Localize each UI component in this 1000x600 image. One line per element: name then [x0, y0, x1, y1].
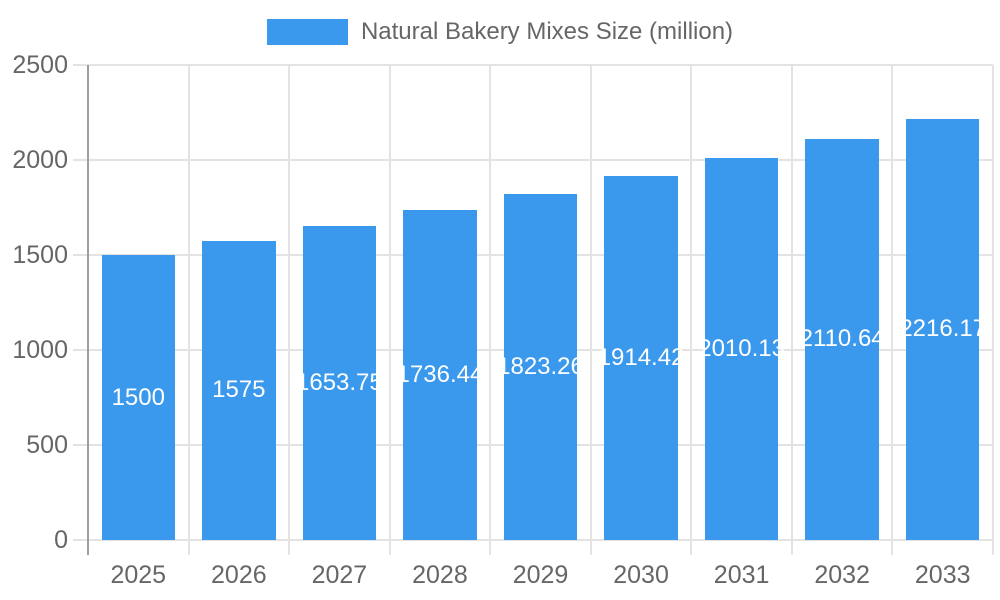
y-axis-tick-label: 2000	[12, 146, 68, 174]
x-axis-tick-label: 2028	[412, 561, 468, 589]
bar-2033[interactable]	[905, 118, 980, 540]
bar-value-label: 1736.44	[396, 361, 484, 389]
bar-value-label: 1914.42	[597, 344, 685, 372]
x-axis-tick-label: 2030	[613, 561, 669, 589]
x-axis-tick-label: 2032	[814, 561, 870, 589]
x-axis-tick-label: 2026	[211, 561, 267, 589]
x-axis-tick-label: 2033	[914, 561, 971, 589]
x-gridline	[288, 65, 291, 555]
bar-2027[interactable]	[302, 225, 377, 540]
y-axis-tick-label: 0	[54, 526, 68, 554]
x-gridline	[187, 65, 190, 555]
bar-2032[interactable]	[805, 138, 879, 540]
x-axis-tick-label: 2025	[110, 561, 167, 589]
x-gridline	[891, 65, 894, 555]
bar-value-label: 2010.13	[698, 335, 785, 363]
bar-2030[interactable]	[604, 176, 678, 540]
y-gridline	[73, 64, 993, 66]
bar-value-label: 1653.75	[295, 368, 383, 396]
y-gridline	[73, 159, 993, 161]
bar-2031[interactable]	[704, 158, 779, 540]
x-axis-tick-label: 2031	[713, 561, 770, 589]
bar-value-label: 1823.26	[497, 352, 584, 380]
legend-label: Natural Bakery Mixes Size (million)	[360, 18, 734, 45]
legend[interactable]: Natural Bakery Mixes Size (million)	[0, 18, 1000, 46]
bar-value-label: 1500	[111, 383, 165, 411]
y-axis-line	[87, 65, 89, 555]
y-axis-tick-label: 1000	[12, 336, 68, 364]
y-axis-tick-label: 2500	[12, 51, 68, 79]
x-gridline	[690, 65, 693, 555]
x-axis-tick-label: 2027	[311, 561, 368, 589]
bar-2026[interactable]	[202, 240, 276, 540]
bar-value-label: 2216.17	[899, 315, 987, 343]
bar-2028[interactable]	[403, 210, 477, 540]
x-gridline	[790, 65, 793, 555]
legend-swatch-icon	[266, 19, 348, 45]
bar-2029[interactable]	[503, 193, 578, 540]
y-gridline	[73, 539, 993, 541]
x-gridline	[388, 65, 391, 555]
x-gridline	[489, 65, 492, 555]
x-gridline	[589, 65, 592, 555]
y-axis-tick-label: 500	[26, 431, 68, 459]
y-axis-tick-label: 1500	[12, 241, 68, 269]
x-axis-tick-label: 2029	[512, 561, 569, 589]
x-gridline	[992, 65, 994, 555]
bar-value-label: 2110.64	[799, 325, 885, 353]
bar-2025[interactable]	[101, 255, 176, 540]
bar-value-label: 1575	[212, 376, 266, 404]
